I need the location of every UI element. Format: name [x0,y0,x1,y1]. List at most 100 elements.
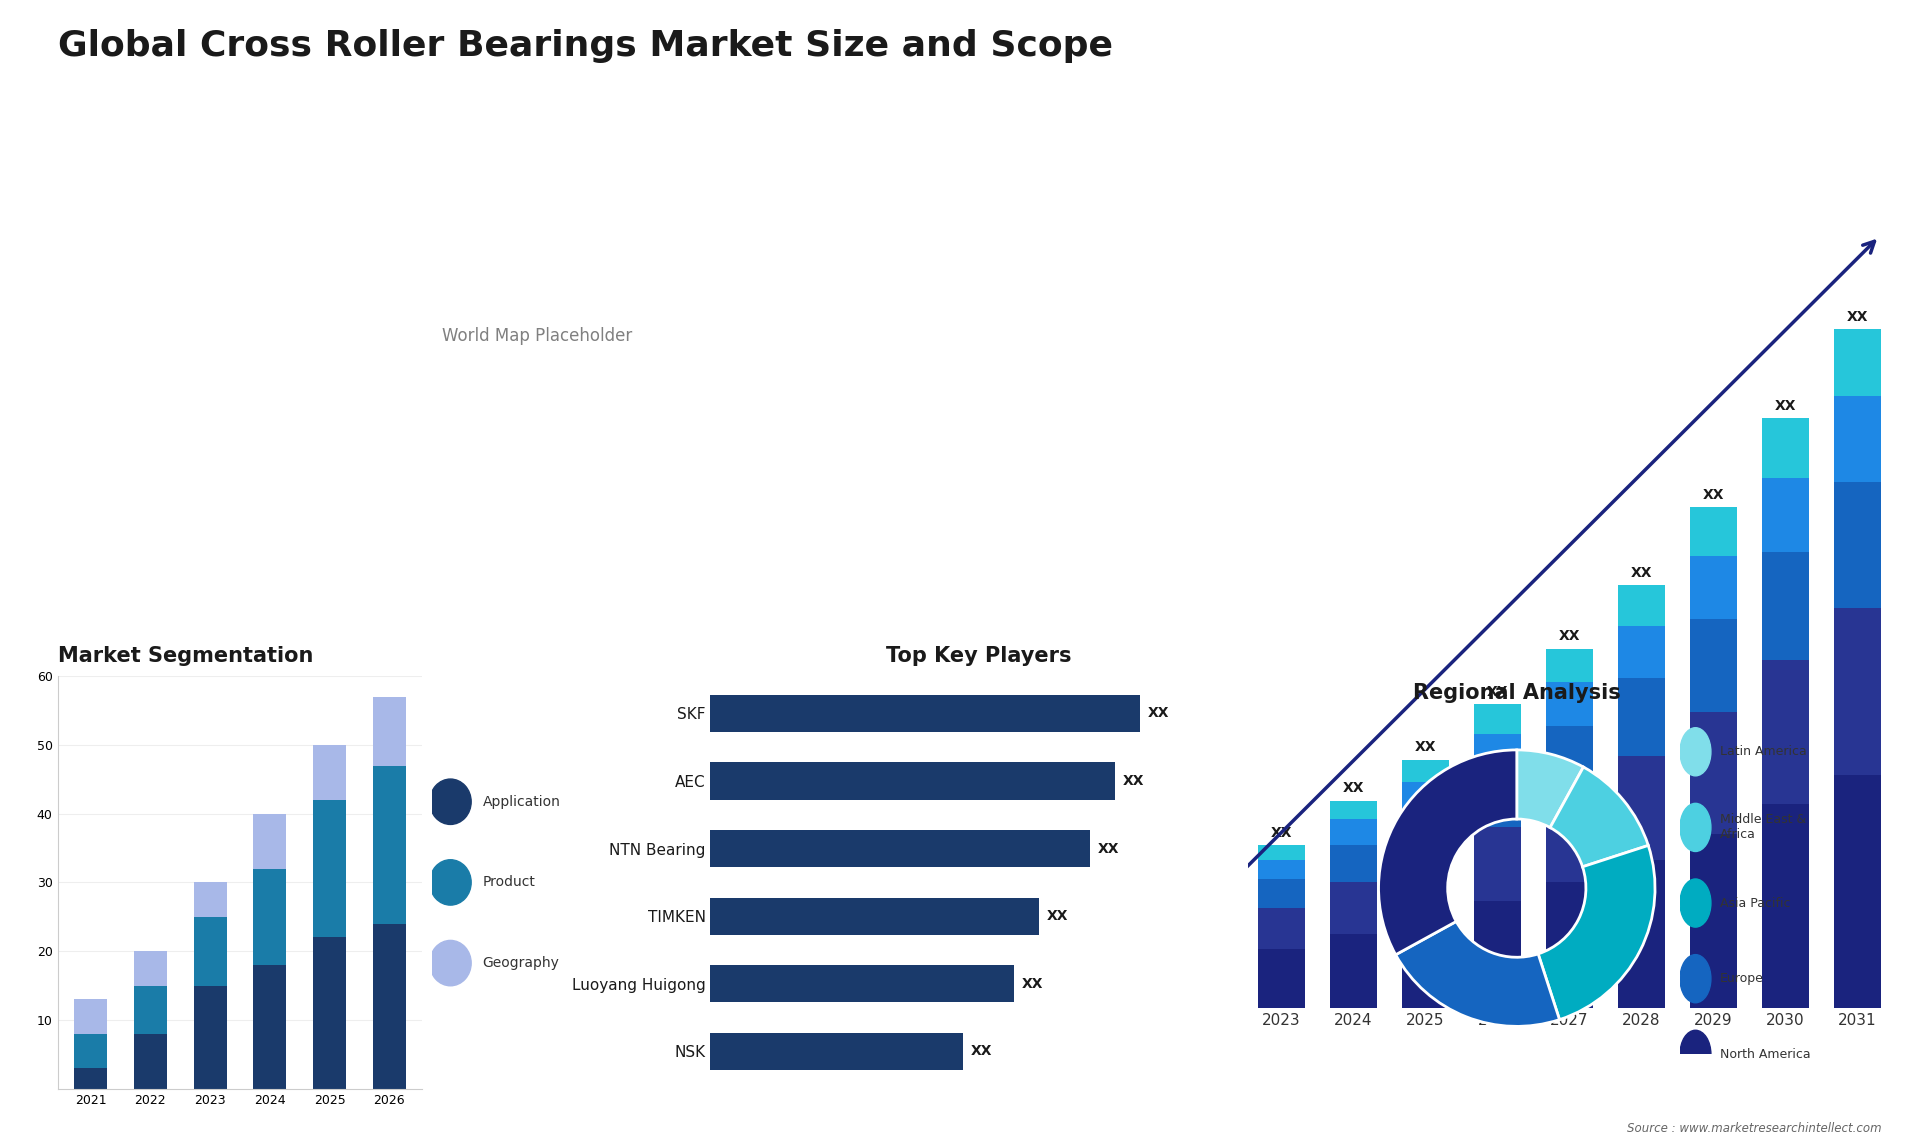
Bar [1619,860,1665,1008]
Bar [1258,909,1306,949]
Bar [1331,846,1377,882]
Text: XX: XX [1123,774,1144,788]
Bar [1258,846,1306,860]
Bar [710,762,1116,800]
Bar [1331,819,1377,846]
Text: XX: XX [1046,909,1068,924]
Bar [253,869,286,965]
Bar [1834,775,1882,1008]
Bar [1690,619,1738,712]
Circle shape [1680,955,1711,1003]
Bar [1619,756,1665,860]
Circle shape [430,779,470,824]
Bar [75,1034,108,1068]
Bar [253,814,286,869]
Bar [1114,916,1162,927]
Bar [1475,901,1521,1008]
Bar [75,1068,108,1089]
Bar [1475,733,1521,771]
Text: XX: XX [1148,706,1169,721]
Bar [1834,481,1882,607]
Wedge shape [1396,921,1559,1027]
Bar [372,697,405,766]
Bar [1834,397,1882,481]
Text: XX: XX [1198,860,1221,873]
Wedge shape [1379,749,1517,955]
Text: Middle East &
Africa: Middle East & Africa [1720,814,1807,841]
Bar [194,986,227,1089]
Bar [710,830,1091,868]
Bar [253,965,286,1089]
Bar [134,951,167,986]
Bar [1546,727,1594,793]
Text: XX: XX [1098,841,1119,856]
Text: XX: XX [972,1044,993,1059]
Bar [372,766,405,924]
Circle shape [1680,803,1711,851]
Bar [1763,660,1809,804]
Bar [1114,909,1162,916]
Text: Source : www.marketresearchintellect.com: Source : www.marketresearchintellect.com [1626,1122,1882,1135]
Bar [1258,879,1306,909]
Title: Regional Analysis: Regional Analysis [1413,683,1620,702]
Text: XX: XX [1127,888,1148,903]
Bar [1402,782,1450,811]
Text: XX: XX [1703,488,1724,502]
Bar [1258,860,1306,879]
Text: XX: XX [1342,782,1365,795]
Circle shape [1680,1030,1711,1078]
Text: Europe: Europe [1720,972,1764,986]
Bar [313,800,346,937]
Bar [134,986,167,1034]
Bar [134,1034,167,1089]
Bar [1114,945,1162,972]
Text: Asia Pacific: Asia Pacific [1720,896,1789,910]
Bar [1834,329,1882,397]
Text: XX: XX [1271,825,1292,840]
Circle shape [430,860,470,905]
Bar [1763,804,1809,1008]
Bar [1258,949,1306,1008]
Text: Application: Application [482,794,561,809]
Bar [710,897,1039,935]
Bar [1402,811,1450,856]
Bar [1187,960,1233,1008]
Text: XX: XX [1021,976,1043,991]
Bar [313,745,346,800]
Wedge shape [1538,846,1655,1020]
Text: Market Segmentation: Market Segmentation [58,646,313,666]
Bar [372,924,405,1089]
Bar [1475,826,1521,901]
Bar [1834,607,1882,775]
Bar [1763,478,1809,552]
Title: Top Key Players: Top Key Players [887,646,1071,666]
Text: XX: XX [1559,629,1580,643]
Bar [1187,927,1233,960]
Bar [1690,556,1738,619]
Bar [1619,586,1665,626]
Bar [1187,879,1233,889]
Bar [1763,552,1809,660]
Bar [194,917,227,986]
Bar [710,1033,964,1070]
Circle shape [430,941,470,986]
Bar [1187,889,1233,904]
Bar [313,937,346,1089]
Bar [710,965,1014,1003]
Bar [1475,704,1521,733]
Text: North America: North America [1720,1047,1811,1061]
Bar [1114,972,1162,1008]
Bar [1546,793,1594,882]
Bar [1331,801,1377,819]
Bar [75,999,108,1034]
Text: XX: XX [1847,309,1868,324]
Wedge shape [1549,767,1647,866]
Bar [1402,919,1450,1008]
Text: XX: XX [1415,740,1436,754]
Text: Global Cross Roller Bearings Market Size and Scope: Global Cross Roller Bearings Market Size… [58,29,1112,63]
Bar [1187,904,1233,927]
Bar [194,882,227,917]
Text: Product: Product [482,876,536,889]
Text: XX: XX [1486,684,1509,699]
Bar [710,694,1140,732]
